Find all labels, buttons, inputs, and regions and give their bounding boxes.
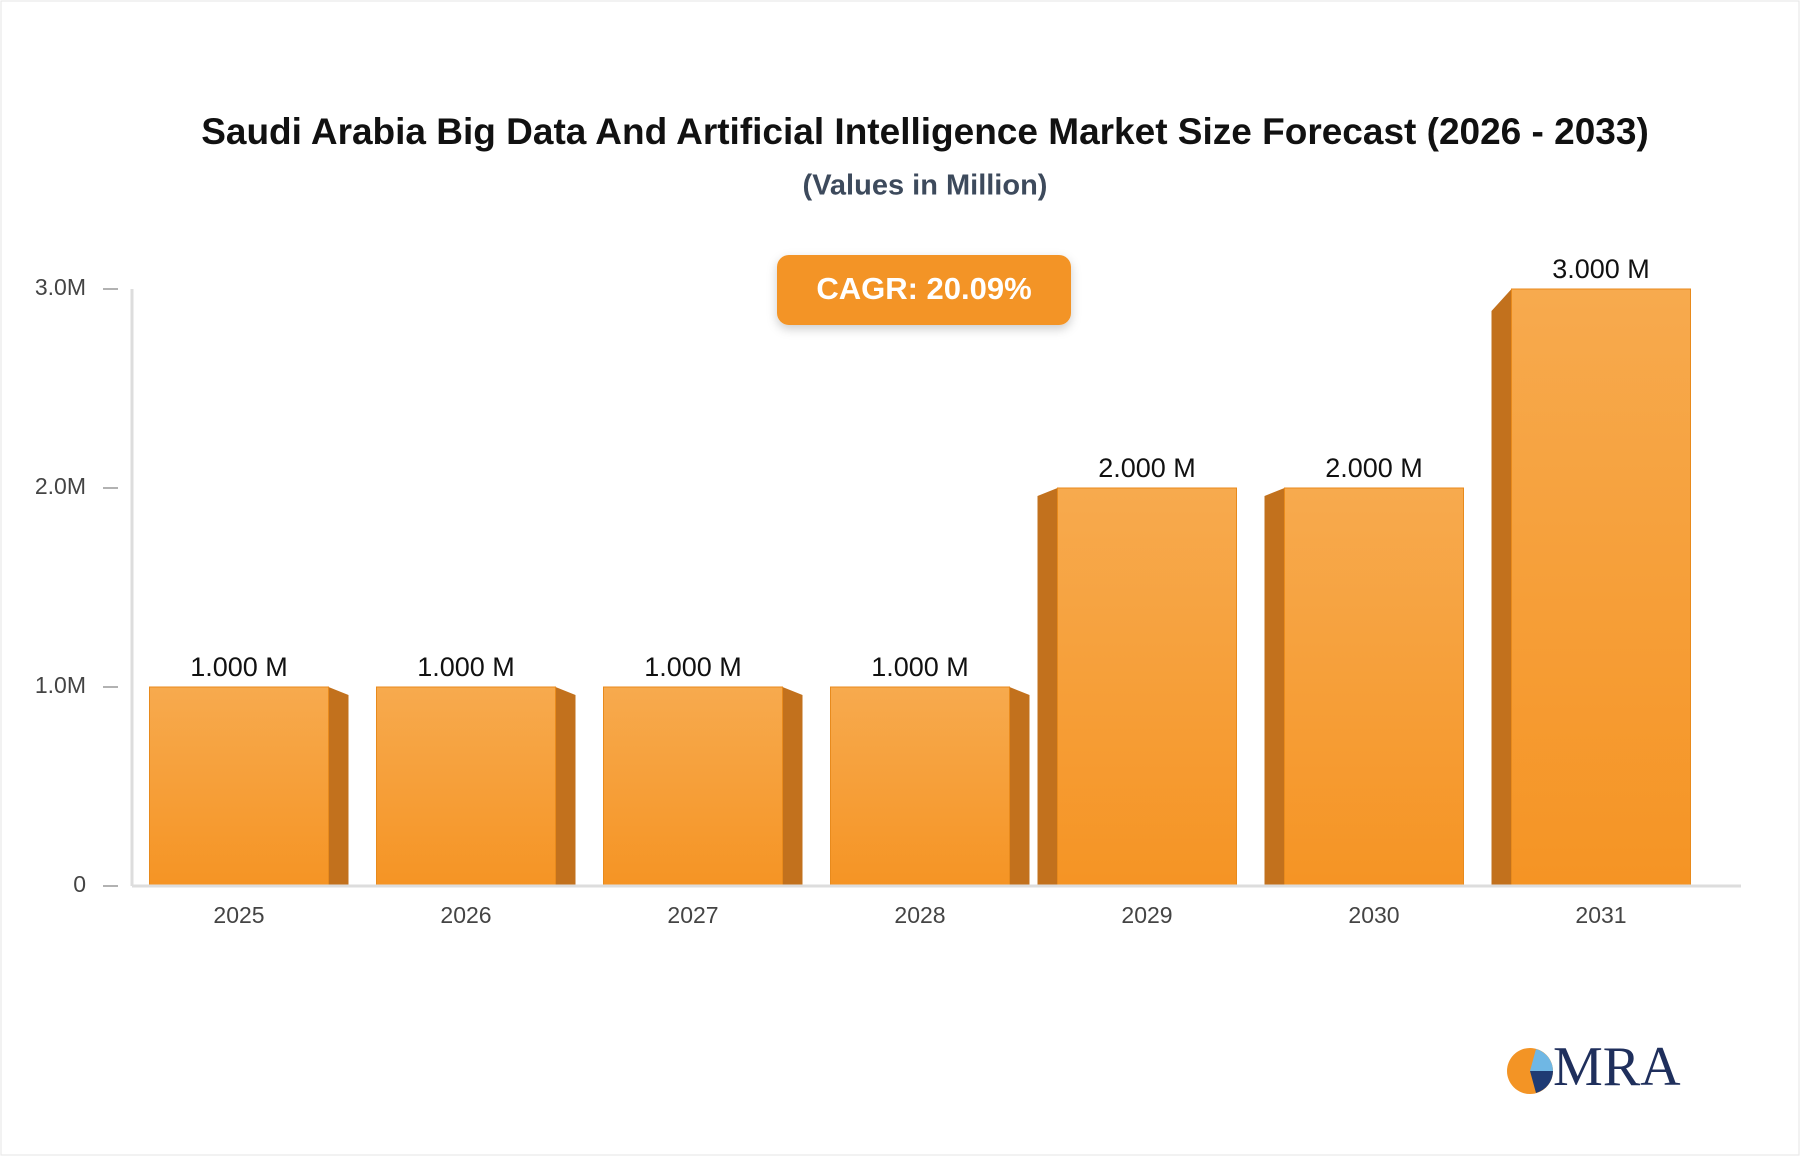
value-label: 1.000 M (871, 652, 969, 682)
logo-slice (1530, 1049, 1553, 1071)
value-label: 1.000 M (417, 652, 515, 682)
plot-area: 0 1.0M 2.0M 3.0M 2025 1.000 M 2026 1.000 M 2027 1… (35, 254, 1741, 928)
chart-title: Saudi Arabia Big Data And Artificial Int… (201, 111, 1649, 152)
y-tick-label: 2.0M (35, 473, 86, 499)
logo-slice (1530, 1071, 1553, 1093)
bar-side (1037, 488, 1058, 886)
chart-subtitle: (Values in Million) (803, 170, 1048, 202)
y-tick-label: 3.0M (35, 274, 86, 300)
bar-side (1264, 488, 1285, 886)
bar (1511, 288, 1691, 887)
x-tick-label: 2027 (667, 902, 718, 928)
bar-side (782, 687, 803, 886)
value-label: 3.000 M (1552, 254, 1650, 284)
bar-side (1009, 687, 1030, 886)
logo: MRA (1507, 1036, 1681, 1098)
bar (376, 686, 556, 887)
value-label: 1.000 M (190, 652, 288, 682)
bar-side (1491, 289, 1512, 886)
value-label: 1.000 M (644, 652, 742, 682)
x-tick-label: 2025 (213, 902, 264, 928)
bar (603, 686, 783, 887)
cagr-badge: CAGR: 20.09% (777, 255, 1071, 325)
bar-side (328, 687, 349, 886)
y-tick-label: 0 (73, 871, 86, 897)
bar (149, 686, 329, 887)
bar (1284, 487, 1464, 887)
x-tick-label: 2031 (1575, 902, 1626, 928)
cagr-box (777, 255, 1071, 325)
x-tick-label: 2030 (1348, 902, 1399, 928)
cagr-label: CAGR: 20.09% (816, 271, 1031, 306)
bar-side (555, 687, 576, 886)
bar (1057, 487, 1237, 887)
value-label: 2.000 M (1325, 453, 1423, 483)
x-tick-label: 2026 (440, 902, 491, 928)
bar (830, 686, 1010, 887)
value-label: 2.000 M (1098, 453, 1196, 483)
logo-text: MRA (1553, 1036, 1681, 1098)
y-tick-label: 1.0M (35, 672, 86, 698)
x-tick-label: 2029 (1121, 902, 1172, 928)
x-tick-label: 2028 (894, 902, 945, 928)
